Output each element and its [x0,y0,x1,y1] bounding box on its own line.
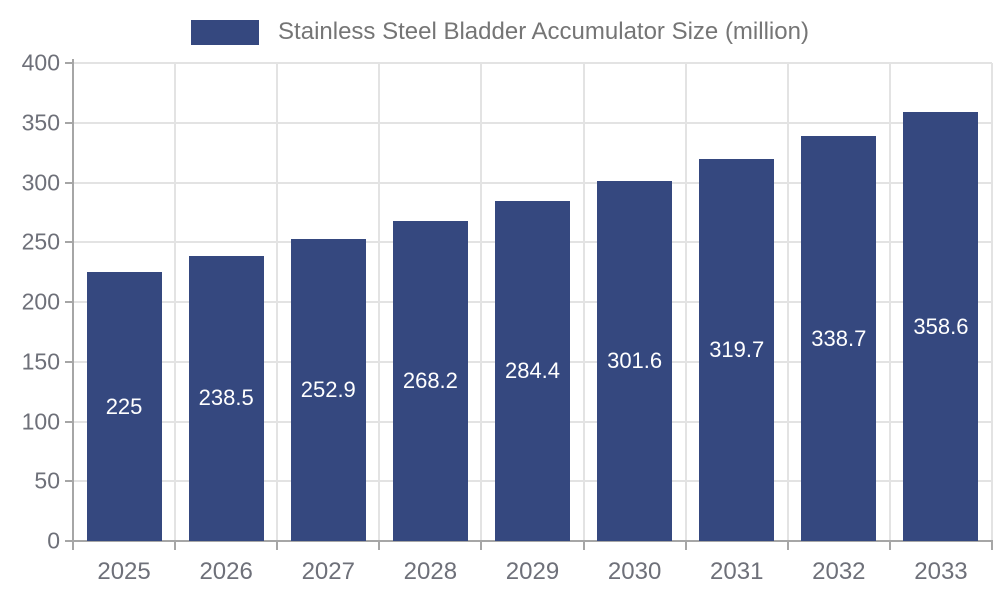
bar-value-label: 268.2 [402,367,458,393]
y-tick-label: 50 [34,467,60,494]
bar-2029[interactable] [495,201,570,541]
gridline-vertical [174,63,177,541]
gridline-vertical [480,63,483,541]
gridline-vertical [684,63,687,541]
y-axis-tick [65,480,73,483]
y-axis-tick [65,540,73,542]
bar-value-label: 225 [105,393,143,419]
x-tick-label: 2030 [607,558,662,585]
bar-value-label: 358.6 [913,313,969,339]
y-tick-label: 300 [21,169,60,195]
y-axis-tick [65,301,73,303]
gridline-horizontal [73,62,992,64]
y-tick-label: 150 [21,348,60,375]
bar-value-label: 319.7 [709,336,765,362]
x-axis-tick [684,542,687,550]
x-axis-tick [888,542,891,550]
gridline-vertical [888,63,891,541]
gridline-vertical [582,63,585,541]
bar-2026[interactable] [189,255,264,541]
gridline-horizontal [73,121,992,124]
bar-2028[interactable] [393,220,468,541]
x-axis-line [72,540,993,542]
bar-2032[interactable] [801,136,876,541]
gridline-vertical [378,63,381,541]
legend-swatch [191,19,260,45]
y-tick-label: 200 [21,288,60,315]
gridline-vertical [991,63,993,541]
x-tick-label: 2025 [97,558,151,585]
y-axis-tick [65,62,73,64]
y-tick-label: 400 [21,49,60,76]
bar-2033[interactable] [903,112,978,541]
gridline-vertical [276,63,279,541]
bar-2031[interactable] [699,158,774,541]
x-tick-label: 2032 [812,558,866,585]
bar-value-label: 252.9 [300,376,356,402]
x-axis-tick [582,542,585,550]
x-tick-label: 2026 [199,558,253,585]
x-tick-label: 2029 [505,558,560,585]
x-tick-label: 2028 [403,558,458,585]
x-axis-tick [378,542,381,550]
bar-value-label: 238.5 [198,385,254,411]
x-tick-label: 2027 [301,558,355,585]
bar-value-label: 284.4 [504,358,561,384]
gridline-vertical [786,63,789,541]
bar-2030[interactable] [597,180,672,541]
y-axis-tick [65,121,73,124]
y-axis-tick [65,181,73,184]
x-axis-tick [991,542,993,550]
y-tick-label: 250 [21,228,60,255]
x-tick-label: 2033 [914,558,968,585]
y-tick-label: 100 [21,408,60,434]
x-axis-tick [786,542,789,550]
x-axis-tick [72,542,74,550]
bar-2025[interactable] [87,272,162,541]
bar-value-label: 301.6 [607,347,663,373]
y-axis-tick [65,360,73,363]
y-axis-tick [65,420,73,423]
legend-label: Stainless Steel Bladder Accumulator Size… [278,18,809,45]
y-tick-label: 0 [47,527,60,554]
y-axis-line [72,59,74,549]
x-tick-label: 2031 [710,558,764,585]
y-axis-tick [65,241,73,244]
x-axis-tick [480,542,483,550]
bar-2027[interactable] [291,238,366,541]
y-tick-label: 350 [21,109,60,136]
legend-item[interactable]: Stainless Steel Bladder Accumulator Size… [0,17,1000,47]
x-axis-tick [276,542,279,550]
x-axis-tick [174,542,177,550]
gridline-horizontal [73,181,992,184]
bar-value-label: 338.7 [811,325,867,351]
